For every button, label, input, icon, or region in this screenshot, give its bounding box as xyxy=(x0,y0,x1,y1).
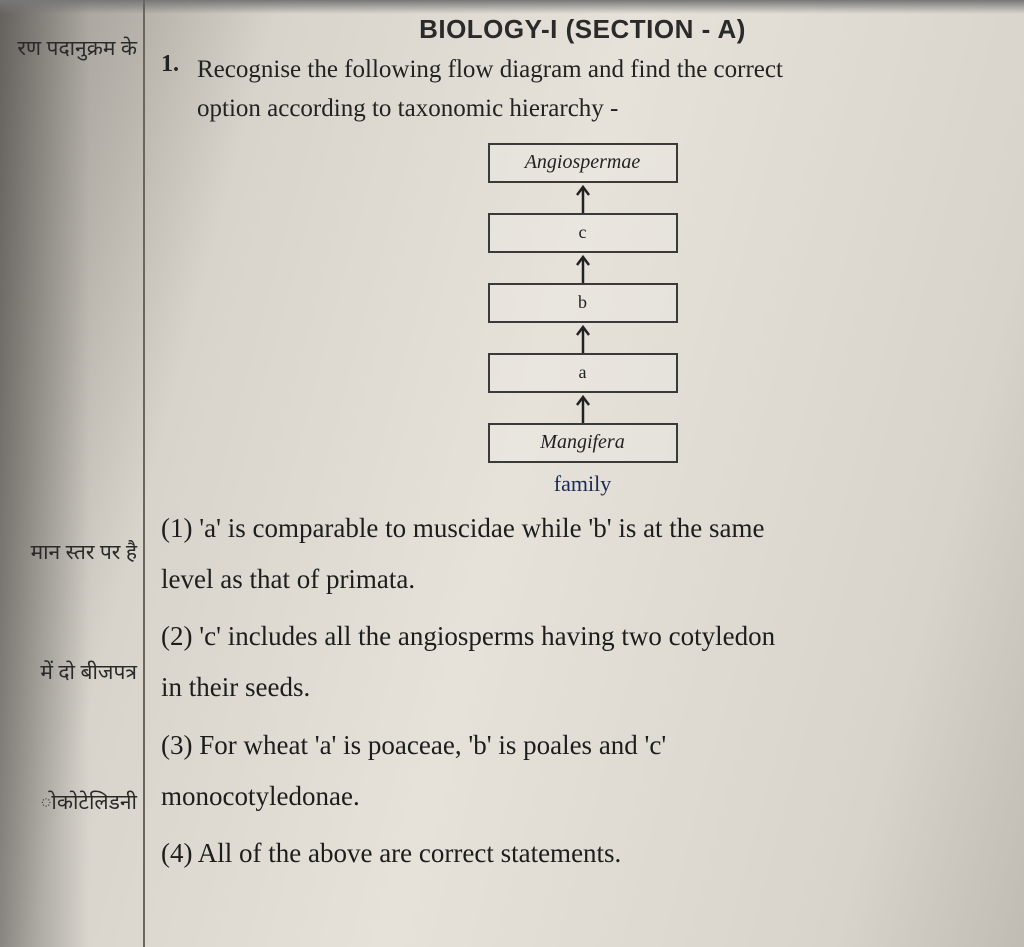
margin-note-2: मान स्तर पर है xyxy=(31,540,137,568)
margin-note-3: में दो बीजपत्र xyxy=(40,660,137,688)
flow-arrow-3 xyxy=(573,323,593,353)
option-1: (1) 'a' is comparable to muscidae while … xyxy=(161,503,1004,606)
flow-node-c: c xyxy=(488,213,678,253)
flow-arrow-1 xyxy=(573,183,593,213)
option-3-line-b: monocotyledonae. xyxy=(161,781,360,811)
option-4-line: (4) All of the above are correct stateme… xyxy=(161,838,621,868)
option-4: (4) All of the above are correct stateme… xyxy=(161,828,1004,879)
flow-node-mangifera: Mangifera xyxy=(488,423,678,463)
page-photo: रण पदानुक्रम के मान स्तर पर है में दो बी… xyxy=(0,0,1024,947)
margin-note-1: रण पदानुक्रम के xyxy=(17,36,137,64)
flow-node-a: a xyxy=(488,353,678,393)
option-3-line-a: (3) For wheat 'a' is poaceae, 'b' is poa… xyxy=(161,730,666,760)
flow-diagram: Angiospermae c b a Mangifera xyxy=(453,143,713,463)
question-line-1: Recognise the following flow diagram and… xyxy=(197,56,783,83)
option-1-line-b: level as that of primata. xyxy=(161,564,415,594)
section-title: BIOLOGY-I (SECTION - A) xyxy=(161,14,1004,45)
option-2: (2) 'c' includes all the angiosperms hav… xyxy=(161,611,1004,714)
question-line-2: option according to taxonomic hierarchy … xyxy=(197,95,618,122)
question-row: 1. Recognise the following flow diagram … xyxy=(161,51,1004,129)
flow-node-b: b xyxy=(488,283,678,323)
flow-node-angiospermae: Angiospermae xyxy=(488,143,678,183)
main-column: BIOLOGY-I (SECTION - A) 1. Recognise the… xyxy=(145,0,1024,947)
option-2-line-b: in their seeds. xyxy=(161,672,310,702)
option-3: (3) For wheat 'a' is poaceae, 'b' is poa… xyxy=(161,720,1004,823)
flow-arrow-2 xyxy=(573,253,593,283)
handwritten-note: family xyxy=(161,471,1004,497)
left-margin-column: रण पदानुक्रम के मान स्तर पर है में दो बी… xyxy=(0,0,145,947)
flow-arrow-4 xyxy=(573,393,593,423)
question-text: Recognise the following flow diagram and… xyxy=(197,51,1004,129)
option-2-line-a: (2) 'c' includes all the angiosperms hav… xyxy=(161,621,775,651)
question-number: 1. xyxy=(161,51,197,129)
option-1-line-a: (1) 'a' is comparable to muscidae while … xyxy=(161,513,765,543)
margin-note-4: ोकोटेलिडनी xyxy=(41,790,137,818)
